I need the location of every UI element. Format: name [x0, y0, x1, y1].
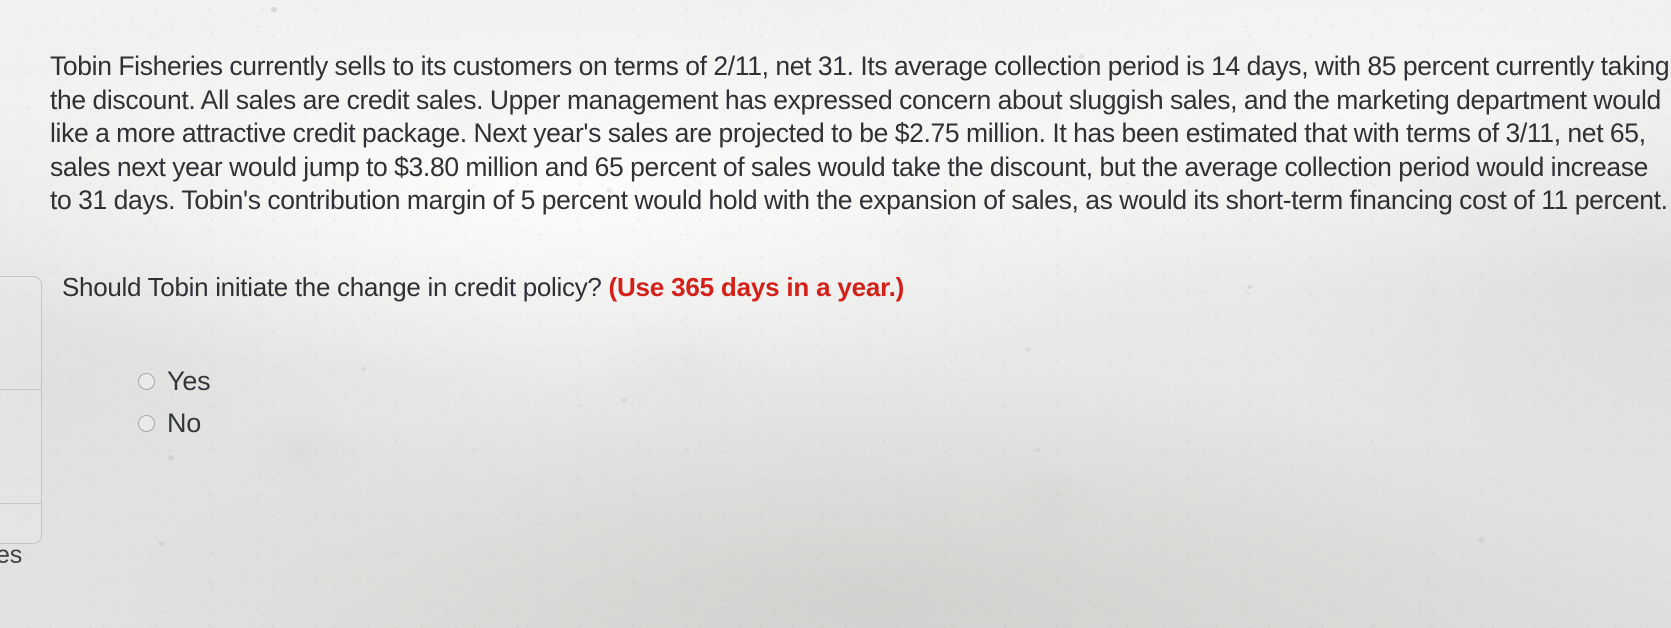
answer-option-yes[interactable]: Yes [138, 360, 211, 402]
radio-button-icon[interactable] [138, 372, 155, 390]
cutoff-panel-text: es [0, 541, 23, 569]
answer-options-group: Yes No [138, 360, 211, 444]
cutoff-side-panel [0, 276, 42, 544]
answer-option-label: Yes [167, 365, 211, 396]
dust-speck [158, 541, 164, 546]
dust-speck [621, 398, 627, 403]
dust-speck [168, 455, 174, 461]
question-prompt-line: Should Tobin initiate the change in cred… [62, 270, 904, 304]
question-stem: Tobin Fisheries currently sells to its c… [50, 51, 1670, 216]
dust-speck [1025, 347, 1031, 352]
answer-option-no[interactable]: No [138, 402, 210, 444]
question-hint-text: (Use 365 days in a year.) [608, 272, 905, 302]
dust-speck [1035, 447, 1041, 452]
panel-divider [0, 389, 41, 391]
panel-divider [0, 503, 41, 505]
dust-speck [361, 367, 366, 371]
radio-button-icon[interactable] [138, 414, 155, 432]
dust-speck [271, 7, 277, 12]
question-prompt-text: Should Tobin initiate the change in cred… [62, 272, 602, 302]
answer-option-label: No [167, 407, 202, 438]
dust-speck [1247, 285, 1252, 289]
dust-speck [1478, 537, 1485, 543]
